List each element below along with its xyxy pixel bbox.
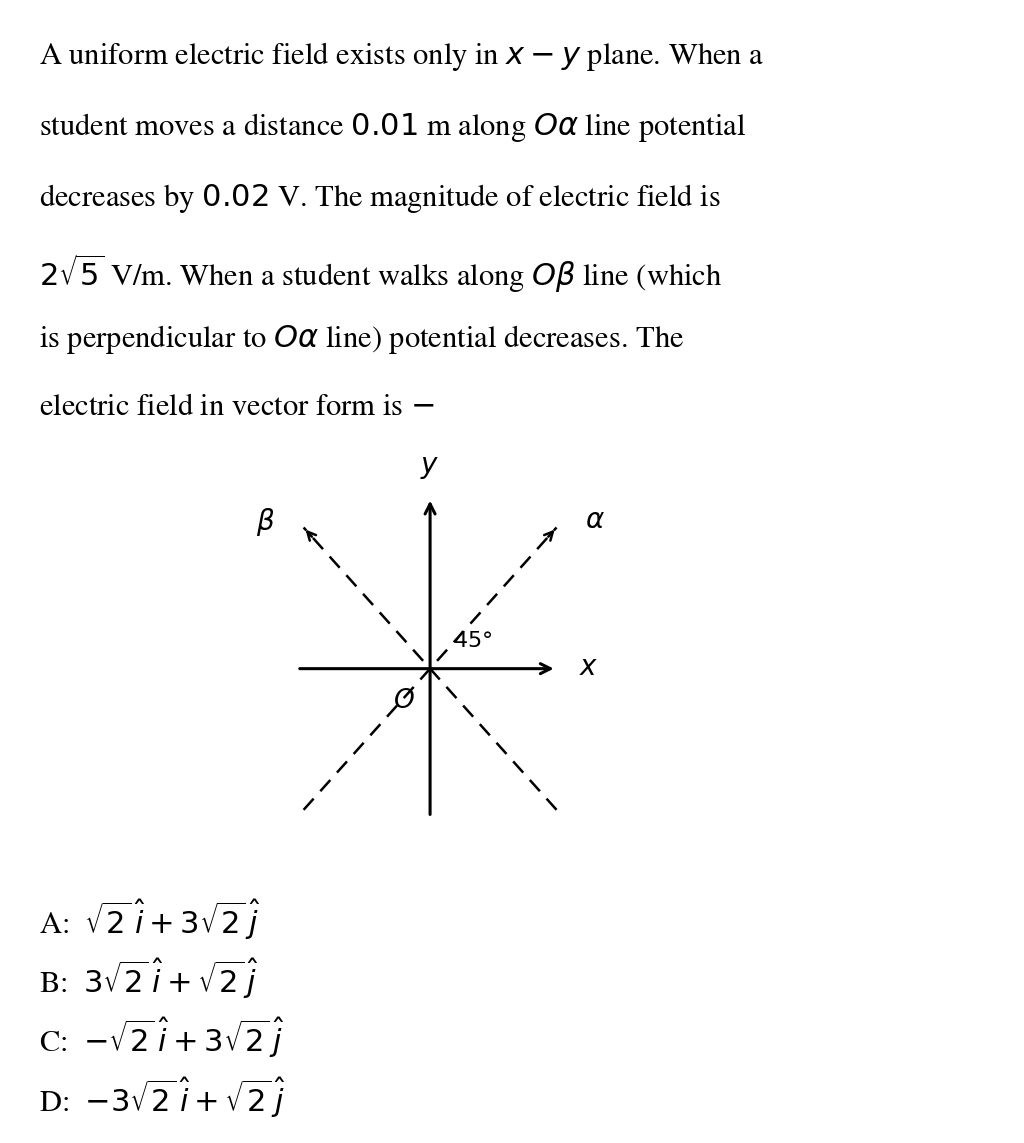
Text: A uniform electric field exists only in $x - y$ plane. When a: A uniform electric field exists only in … xyxy=(39,40,764,73)
Text: $O$: $O$ xyxy=(393,689,415,714)
Text: A:  $\sqrt{2}\,\hat{i} + 3\sqrt{2}\,\hat{j}$: A: $\sqrt{2}\,\hat{i} + 3\sqrt{2}\,\hat{… xyxy=(39,897,260,942)
Text: C:  $-\sqrt{2}\,\hat{i} + 3\sqrt{2}\,\hat{j}$: C: $-\sqrt{2}\,\hat{i} + 3\sqrt{2}\,\hat… xyxy=(39,1016,284,1061)
Text: B:  $3\sqrt{2}\,\hat{i} + \sqrt{2}\,\hat{j}$: B: $3\sqrt{2}\,\hat{i} + \sqrt{2}\,\hat{… xyxy=(39,957,258,1001)
Text: $y$: $y$ xyxy=(421,455,439,480)
Text: is perpendicular to $O\alpha$ line) potential decreases. The: is perpendicular to $O\alpha$ line) pote… xyxy=(39,323,684,357)
Text: D:  $-3\sqrt{2}\,\hat{i} + \sqrt{2}\,\hat{j}$: D: $-3\sqrt{2}\,\hat{i} + \sqrt{2}\,\hat… xyxy=(39,1076,286,1120)
Text: student moves a distance $0.01$ m along $O\alpha$ line potential: student moves a distance $0.01$ m along … xyxy=(39,111,746,144)
Text: $x$: $x$ xyxy=(580,656,598,681)
Text: $2\sqrt{5}$ V/m. When a student walks along $O\beta$ line (which: $2\sqrt{5}$ V/m. When a student walks al… xyxy=(39,253,722,295)
Text: $45°$: $45°$ xyxy=(453,632,492,652)
Text: electric field in vector form is $-$: electric field in vector form is $-$ xyxy=(39,394,434,422)
Text: $\alpha$: $\alpha$ xyxy=(586,510,605,534)
Text: decreases by $0.02$ V. The magnitude of electric field is: decreases by $0.02$ V. The magnitude of … xyxy=(39,182,721,215)
Text: $\beta$: $\beta$ xyxy=(256,506,274,537)
